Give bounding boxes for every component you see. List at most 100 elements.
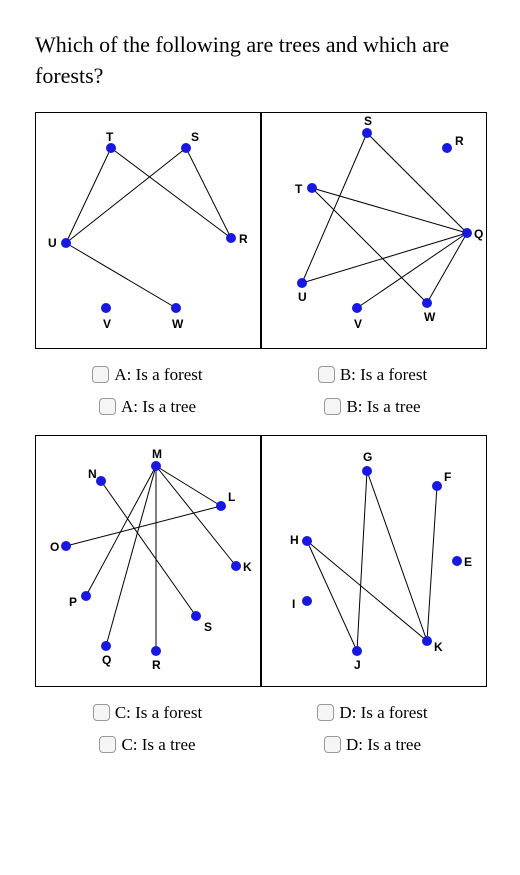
graph-B: SRTQUVW bbox=[261, 112, 487, 349]
checkbox-A-forest[interactable]: A: Is a forest bbox=[92, 365, 202, 385]
graph-node bbox=[362, 466, 372, 476]
question-text: Which of the following are trees and whi… bbox=[35, 30, 485, 92]
graph-node bbox=[96, 476, 106, 486]
graph-node-label: R bbox=[239, 232, 248, 246]
graph-edge bbox=[302, 133, 367, 283]
graph-node bbox=[432, 481, 442, 491]
checkbox-box-icon bbox=[324, 736, 341, 753]
graph-row-1: TSURVW SRTQUVW bbox=[35, 112, 485, 349]
graph-node-label: U bbox=[298, 290, 307, 304]
graph-svg-D: GFHEIJK bbox=[262, 436, 486, 686]
graph-node-label: H bbox=[290, 533, 299, 547]
graph-node-label: K bbox=[243, 560, 252, 574]
graph-edge bbox=[66, 148, 186, 243]
checkbox-B-forest[interactable]: B: Is a forest bbox=[318, 365, 427, 385]
graph-node-label: P bbox=[69, 595, 77, 609]
graph-node bbox=[452, 556, 462, 566]
checkbox-C-forest[interactable]: C: Is a forest bbox=[93, 703, 202, 723]
checkbox-label: D: Is a tree bbox=[346, 735, 421, 755]
checkbox-box-icon bbox=[318, 366, 335, 383]
graph-node bbox=[106, 143, 116, 153]
graph-C: N M L O K P S Q R bbox=[35, 435, 261, 687]
checkbox-box-icon bbox=[324, 398, 341, 415]
graph-node-label: Q bbox=[102, 653, 111, 667]
graph-node bbox=[302, 536, 312, 546]
graph-node-label: W bbox=[172, 317, 184, 331]
graph-node bbox=[171, 303, 181, 313]
checkbox-box-icon bbox=[99, 736, 116, 753]
checkbox-label: A: Is a forest bbox=[114, 365, 202, 385]
graph-edge bbox=[66, 148, 111, 243]
checkbox-group-C: C: Is a forest C: Is a tree bbox=[35, 693, 260, 765]
graph-node bbox=[216, 501, 226, 511]
graph-edge bbox=[312, 188, 427, 303]
checkbox-label: D: Is a forest bbox=[339, 703, 427, 723]
checkbox-row-2: C: Is a forest C: Is a tree D: Is a fore… bbox=[35, 693, 485, 765]
checkbox-box-icon bbox=[93, 704, 110, 721]
graph-edge bbox=[66, 243, 176, 308]
graph-svg-A: TSURVW bbox=[36, 113, 260, 348]
graph-node-label: Q bbox=[474, 227, 483, 241]
graph-node bbox=[181, 143, 191, 153]
graph-node-label: F bbox=[444, 470, 451, 484]
graph-node bbox=[81, 591, 91, 601]
graph-node-label: J bbox=[354, 658, 361, 672]
graph-row-2: NMLOKPSQR GFHEIJK bbox=[35, 435, 485, 687]
graph-node-label: I bbox=[292, 597, 295, 611]
graph-edge bbox=[86, 466, 156, 596]
graph-edge bbox=[186, 148, 231, 238]
graph-D: GFHEIJK bbox=[261, 435, 487, 687]
graph-node bbox=[61, 541, 71, 551]
graph-node bbox=[352, 303, 362, 313]
checkbox-D-tree[interactable]: D: Is a tree bbox=[324, 735, 421, 755]
graph-svg-B: SRTQUVW bbox=[262, 113, 486, 348]
graph-node bbox=[362, 128, 372, 138]
graph-node-label: V bbox=[354, 317, 362, 331]
checkbox-group-D: D: Is a forest D: Is a tree bbox=[260, 693, 485, 765]
graph-edge bbox=[307, 541, 357, 651]
checkbox-C-tree[interactable]: C: Is a tree bbox=[99, 735, 195, 755]
checkbox-A-tree[interactable]: A: Is a tree bbox=[99, 397, 196, 417]
graph-node bbox=[191, 611, 201, 621]
checkbox-box-icon bbox=[99, 398, 116, 415]
checkbox-box-icon bbox=[92, 366, 109, 383]
graph-node-label: R bbox=[152, 658, 161, 672]
graph-edge bbox=[357, 233, 467, 308]
graph-node bbox=[101, 641, 111, 651]
graph-node-label: S bbox=[191, 130, 199, 144]
graph-node-label: O bbox=[50, 540, 59, 554]
graph-node-label: V bbox=[103, 317, 111, 331]
checkbox-row-1: A: Is a forest A: Is a tree B: Is a fore… bbox=[35, 355, 485, 427]
graph-edge bbox=[357, 471, 367, 651]
graph-A: TSURVW bbox=[35, 112, 261, 349]
graph-edge bbox=[106, 466, 156, 646]
graph-node bbox=[101, 303, 111, 313]
checkbox-B-tree[interactable]: B: Is a tree bbox=[324, 397, 420, 417]
graph-node bbox=[422, 636, 432, 646]
graph-node bbox=[151, 646, 161, 656]
checkbox-group-B: B: Is a forest B: Is a tree bbox=[260, 355, 485, 427]
checkbox-label: C: Is a forest bbox=[115, 703, 202, 723]
graph-node-label: S bbox=[204, 620, 212, 634]
graph-node bbox=[226, 233, 236, 243]
graph-node bbox=[462, 228, 472, 238]
graph-node-label: N bbox=[88, 467, 97, 481]
graph-node-label: K bbox=[434, 640, 443, 654]
graph-node bbox=[151, 461, 161, 471]
graph-edge bbox=[427, 486, 437, 641]
graph-node-label: L bbox=[228, 490, 235, 504]
checkbox-D-forest[interactable]: D: Is a forest bbox=[317, 703, 427, 723]
graph-node-label: T bbox=[106, 130, 114, 144]
graph-edge bbox=[101, 481, 196, 616]
graph-node-label: M bbox=[152, 447, 162, 461]
checkbox-label: B: Is a tree bbox=[346, 397, 420, 417]
graph-node-label: G bbox=[363, 450, 372, 464]
graph-node bbox=[442, 143, 452, 153]
graph-node bbox=[231, 561, 241, 571]
checkbox-label: A: Is a tree bbox=[121, 397, 196, 417]
graph-edge bbox=[156, 466, 236, 566]
graph-node bbox=[297, 278, 307, 288]
checkbox-label: C: Is a tree bbox=[121, 735, 195, 755]
graph-edge bbox=[156, 466, 221, 506]
graph-node bbox=[307, 183, 317, 193]
